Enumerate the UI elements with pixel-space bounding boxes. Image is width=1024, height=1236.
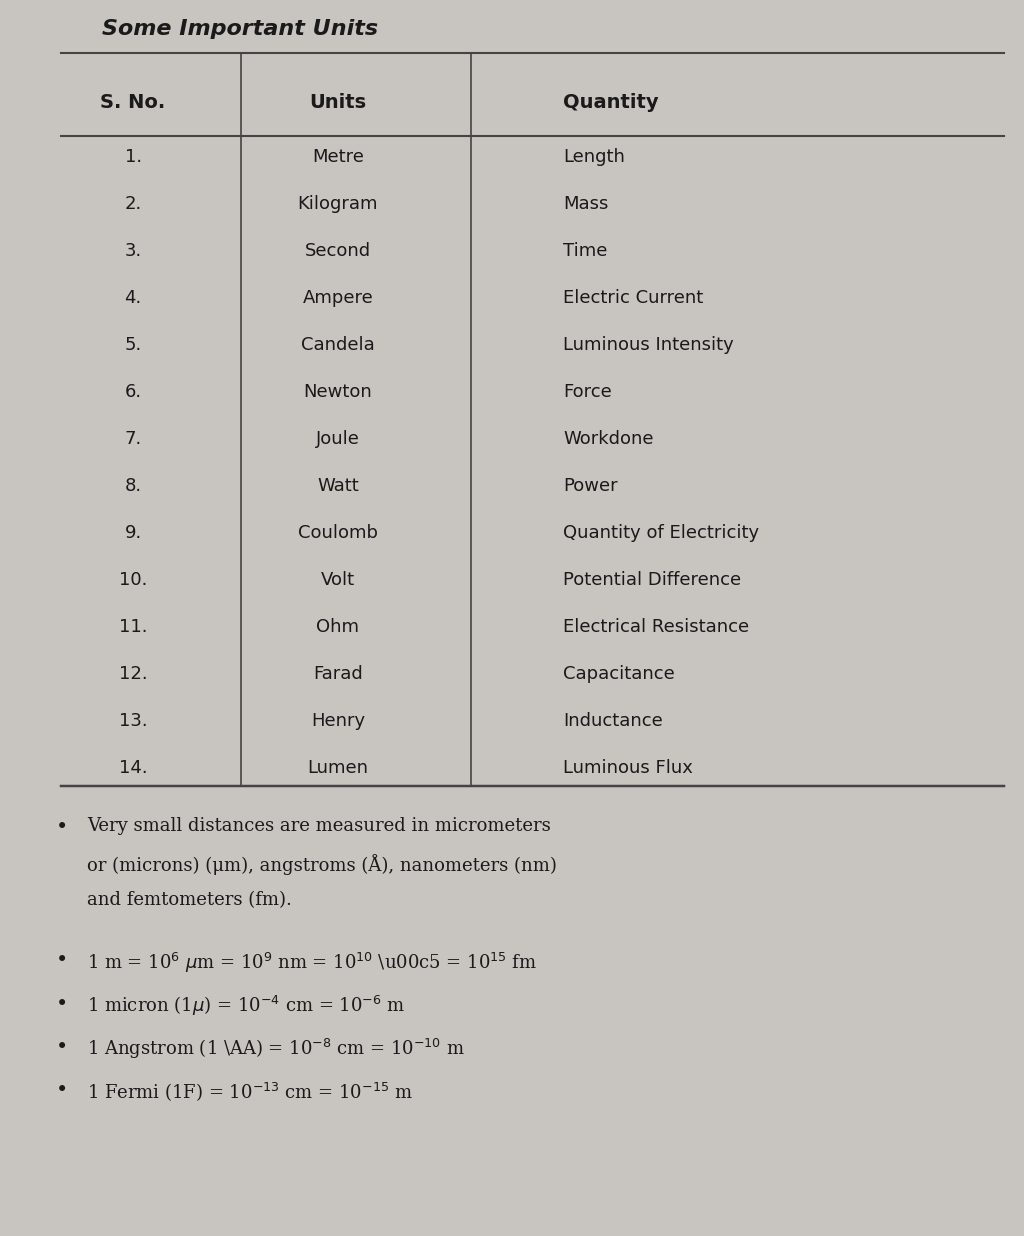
- Text: 2.: 2.: [125, 195, 141, 214]
- Text: Second: Second: [305, 242, 371, 261]
- Text: 10.: 10.: [119, 571, 147, 590]
- Text: Mass: Mass: [563, 195, 608, 214]
- Text: 11.: 11.: [119, 618, 147, 637]
- Text: Candela: Candela: [301, 336, 375, 355]
- Text: Power: Power: [563, 477, 617, 496]
- Text: 8.: 8.: [125, 477, 141, 496]
- Text: 1 micron (1$\mu$) = 10$^{-4}$ cm = 10$^{-6}$ m: 1 micron (1$\mu$) = 10$^{-4}$ cm = 10$^{…: [87, 994, 406, 1017]
- Text: 9.: 9.: [125, 524, 141, 543]
- Text: •: •: [56, 994, 69, 1014]
- Text: Luminous Flux: Luminous Flux: [563, 759, 693, 777]
- Text: Metre: Metre: [312, 148, 364, 167]
- Text: Length: Length: [563, 148, 625, 167]
- Text: Quantity of Electricity: Quantity of Electricity: [563, 524, 760, 543]
- Text: •: •: [56, 1080, 69, 1100]
- Text: •: •: [56, 1037, 69, 1057]
- Text: Joule: Joule: [316, 430, 359, 449]
- Text: Inductance: Inductance: [563, 712, 663, 730]
- Text: 1 Fermi (1F) = 10$^{-13}$ cm = 10$^{-15}$ m: 1 Fermi (1F) = 10$^{-13}$ cm = 10$^{-15}…: [87, 1080, 413, 1104]
- Text: S. No.: S. No.: [100, 93, 166, 111]
- Text: Very small distances are measured in micrometers: Very small distances are measured in mic…: [87, 817, 551, 836]
- Text: Luminous Intensity: Luminous Intensity: [563, 336, 734, 355]
- Text: •: •: [56, 950, 69, 970]
- Text: Farad: Farad: [313, 665, 362, 684]
- Text: 4.: 4.: [125, 289, 141, 308]
- Text: Electrical Resistance: Electrical Resistance: [563, 618, 750, 637]
- Text: 7.: 7.: [125, 430, 141, 449]
- Text: 1 m = 10$^{6}$ $\mu$m = 10$^{9}$ nm = 10$^{10}$ \u00c5 = 10$^{15}$ fm: 1 m = 10$^{6}$ $\mu$m = 10$^{9}$ nm = 10…: [87, 950, 538, 974]
- Text: Electric Current: Electric Current: [563, 289, 703, 308]
- Text: Watt: Watt: [317, 477, 358, 496]
- Text: Coulomb: Coulomb: [298, 524, 378, 543]
- Text: 1.: 1.: [125, 148, 141, 167]
- Text: 5.: 5.: [125, 336, 141, 355]
- Text: Ohm: Ohm: [316, 618, 359, 637]
- Text: 14.: 14.: [119, 759, 147, 777]
- Text: Quantity: Quantity: [563, 93, 658, 111]
- Text: 6.: 6.: [125, 383, 141, 402]
- Text: Units: Units: [309, 93, 367, 111]
- Text: Potential Difference: Potential Difference: [563, 571, 741, 590]
- Text: 12.: 12.: [119, 665, 147, 684]
- Text: •: •: [56, 817, 69, 837]
- Text: Volt: Volt: [321, 571, 355, 590]
- Text: 13.: 13.: [119, 712, 147, 730]
- Text: and femtometers (fm).: and femtometers (fm).: [87, 891, 292, 910]
- Text: or (microns) (μm), angstroms (Å), nanometers (nm): or (microns) (μm), angstroms (Å), nanome…: [87, 854, 557, 875]
- Text: Henry: Henry: [311, 712, 365, 730]
- Text: Workdone: Workdone: [563, 430, 653, 449]
- Text: Some Important Units: Some Important Units: [102, 19, 379, 38]
- Text: Ampere: Ampere: [302, 289, 374, 308]
- Text: 3.: 3.: [125, 242, 141, 261]
- Text: 1 Angstrom (1 \AA) = 10$^{-8}$ cm = 10$^{-10}$ m: 1 Angstrom (1 \AA) = 10$^{-8}$ cm = 10$^…: [87, 1037, 465, 1060]
- Text: Lumen: Lumen: [307, 759, 369, 777]
- Text: Capacitance: Capacitance: [563, 665, 675, 684]
- Text: Force: Force: [563, 383, 612, 402]
- Text: Kilogram: Kilogram: [298, 195, 378, 214]
- Text: Time: Time: [563, 242, 607, 261]
- Text: Newton: Newton: [303, 383, 373, 402]
